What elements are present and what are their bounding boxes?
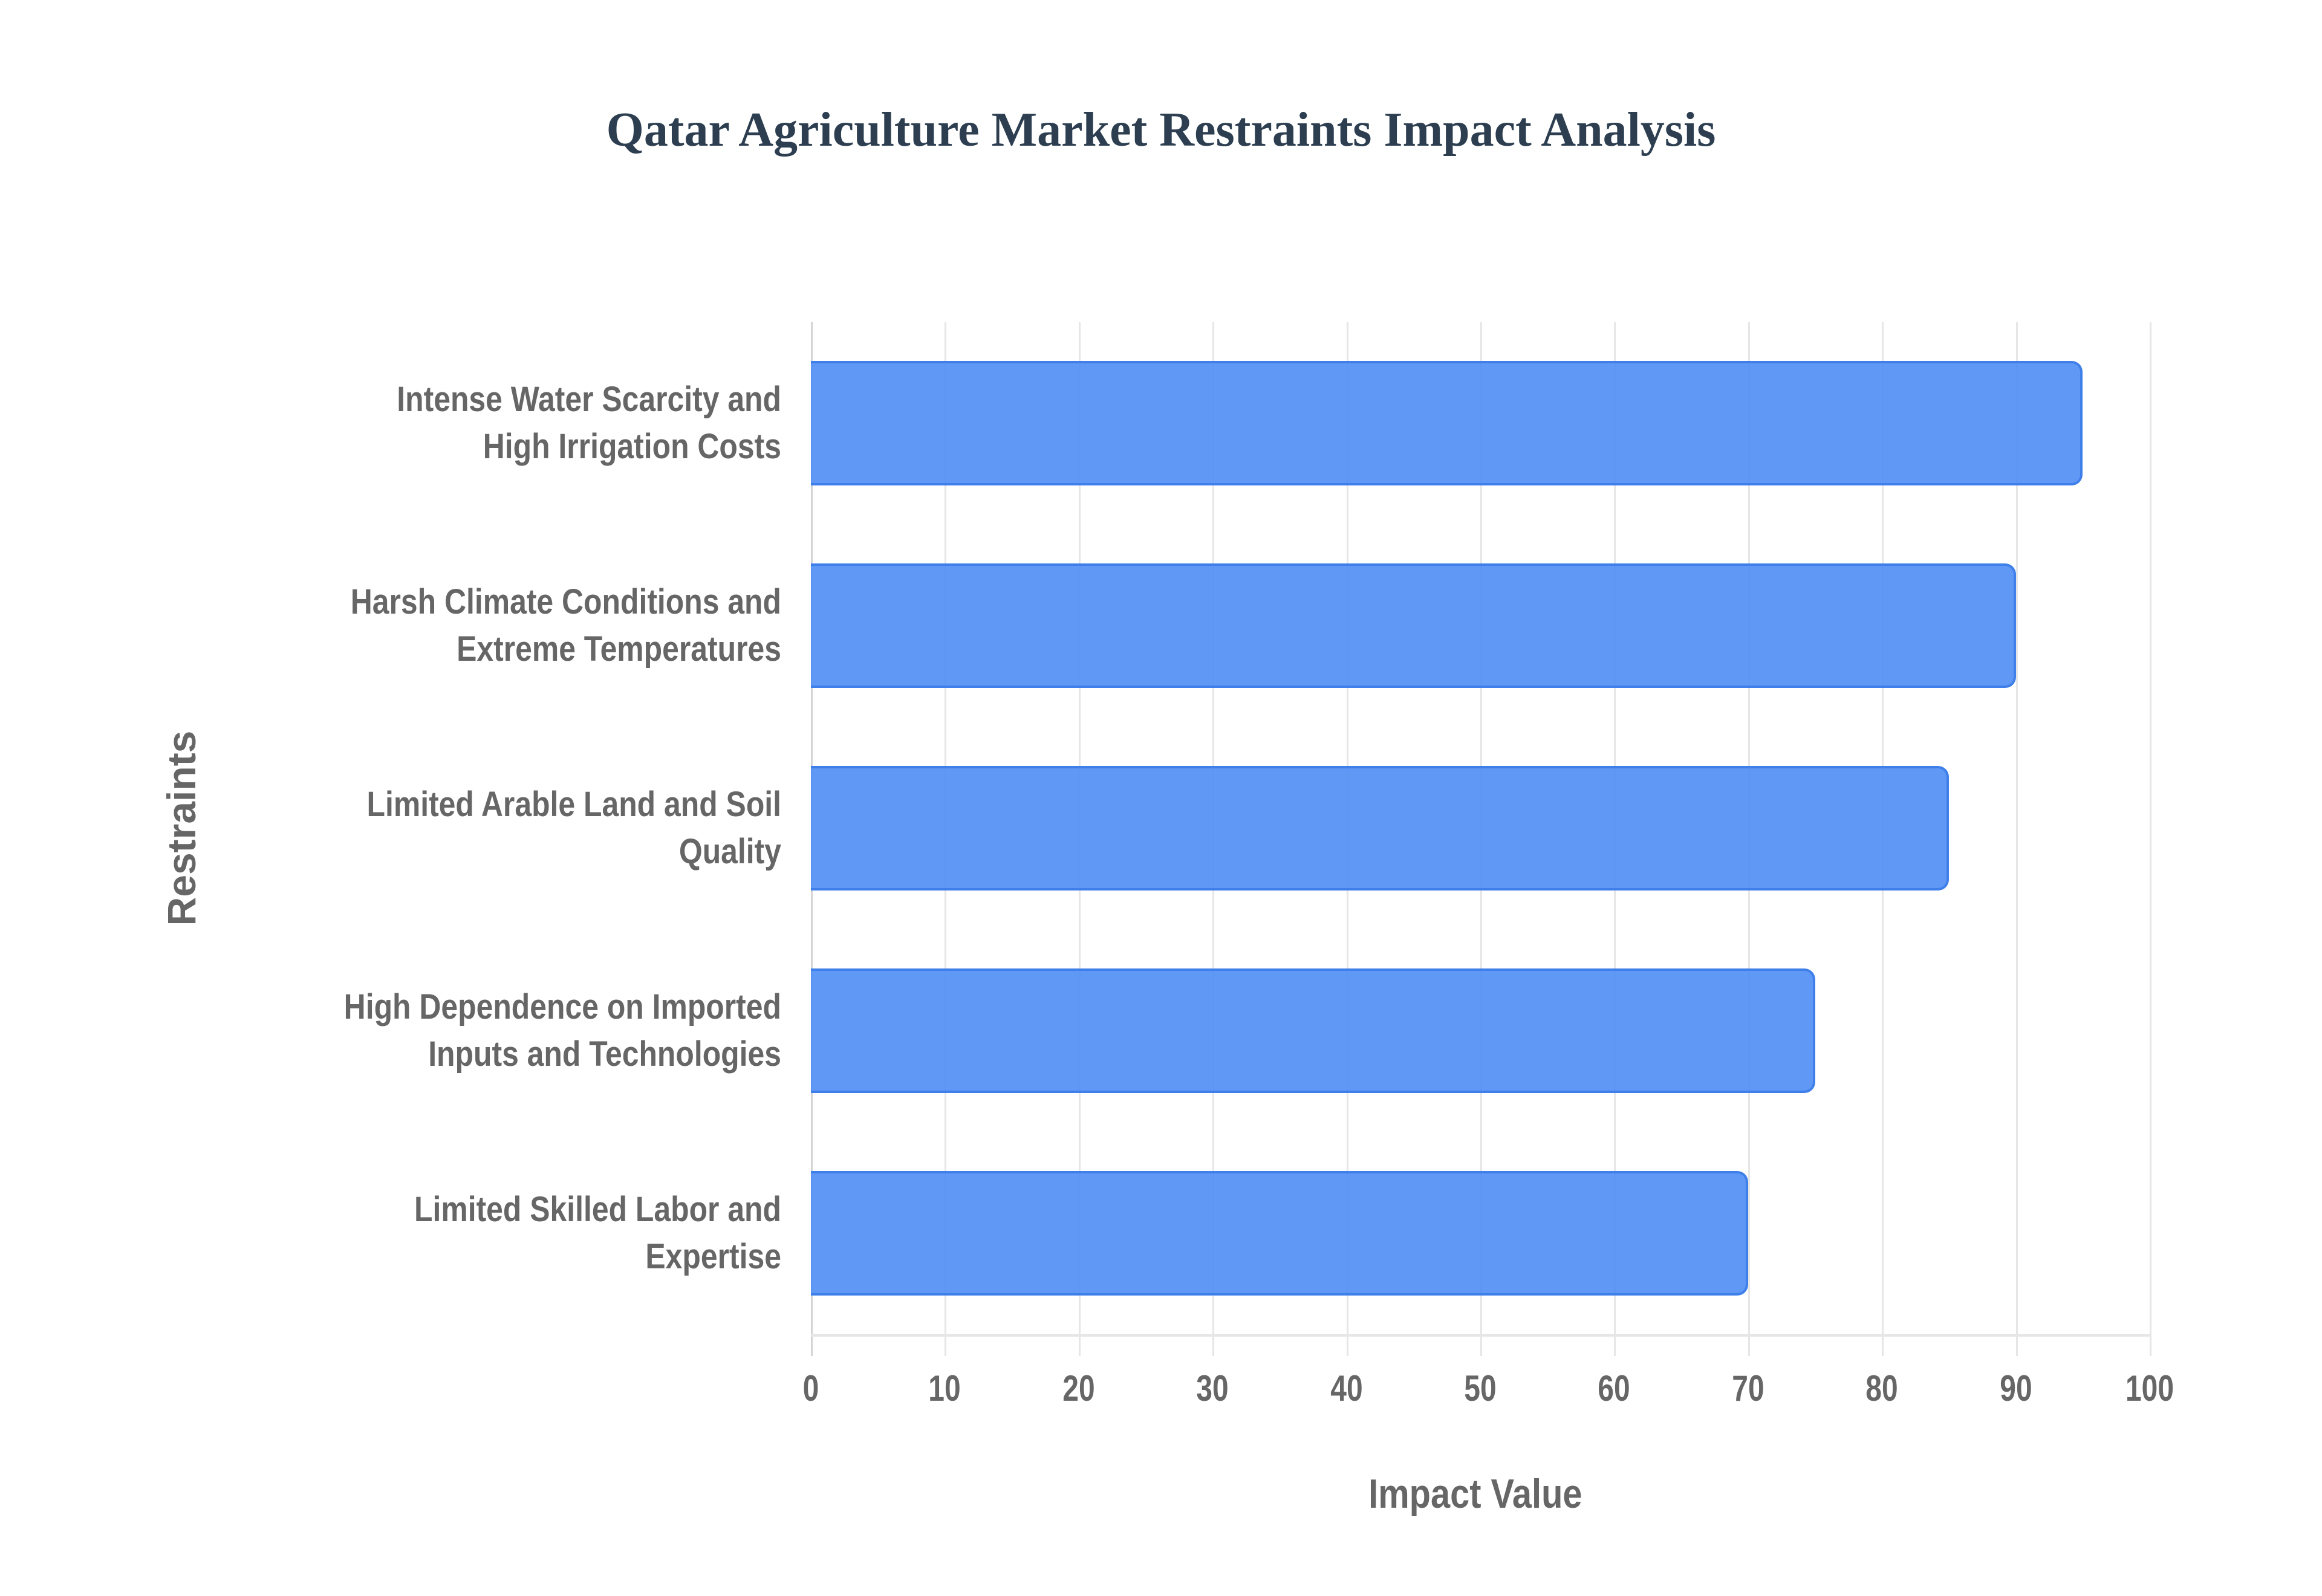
y-category-label: Intense Water Scarcity and High Irrigati… — [261, 376, 781, 470]
label-line: Limited Arable Land and Soil — [366, 785, 781, 824]
y-category-label: Limited Skilled Labor and Expertise — [261, 1186, 781, 1280]
x-tick-label: 40 — [1330, 1368, 1363, 1409]
label-line: Inputs and Technologies — [428, 1034, 781, 1074]
x-axis-line — [811, 1334, 2150, 1337]
x-tick-label: 0 — [802, 1368, 819, 1409]
x-tick-label: 80 — [1865, 1368, 1898, 1409]
label-line: Harsh Climate Conditions and — [350, 582, 781, 621]
x-tick-label: 10 — [928, 1368, 961, 1409]
x-axis-title-text: Impact Value — [1368, 1471, 1582, 1517]
bar[interactable] — [811, 563, 2016, 688]
x-axis-title: Impact Value — [0, 1470, 2322, 1517]
plot-area — [811, 322, 2151, 1356]
gridline-100 — [2150, 322, 2151, 1356]
x-tick-label: 70 — [1732, 1368, 1764, 1409]
y-category-label: Harsh Climate Conditions and Extreme Tem… — [261, 579, 781, 673]
y-category-label: High Dependence on Imported Inputs and T… — [261, 984, 781, 1078]
bar[interactable] — [811, 968, 1815, 1093]
bar[interactable] — [811, 1171, 1748, 1296]
label-line: Expertise — [645, 1237, 781, 1276]
label-line: High Irrigation Costs — [483, 427, 781, 466]
x-tick-label: 60 — [1598, 1368, 1630, 1409]
y-category-label: Limited Arable Land and Soil Quality — [261, 781, 781, 875]
bar[interactable] — [811, 766, 1949, 890]
x-tick-label: 90 — [2000, 1368, 2032, 1409]
x-tick-label: 50 — [1464, 1368, 1497, 1409]
x-tick-label: 100 — [2125, 1368, 2174, 1409]
label-line: Extreme Temperatures — [457, 629, 781, 669]
label-line: Limited Skilled Labor and — [414, 1190, 781, 1229]
y-axis-title: Restraints — [159, 730, 204, 926]
chart-title: Qatar Agriculture Market Restraints Impa… — [606, 103, 1716, 157]
label-line: High Dependence on Imported — [343, 987, 781, 1027]
x-tick-label: 20 — [1062, 1368, 1095, 1409]
gridline-90 — [2016, 322, 2018, 1356]
x-tick-label: 30 — [1196, 1368, 1229, 1409]
label-line: Quality — [678, 832, 781, 871]
label-line: Intense Water Scarcity and — [397, 380, 781, 419]
bar[interactable] — [811, 361, 2083, 485]
